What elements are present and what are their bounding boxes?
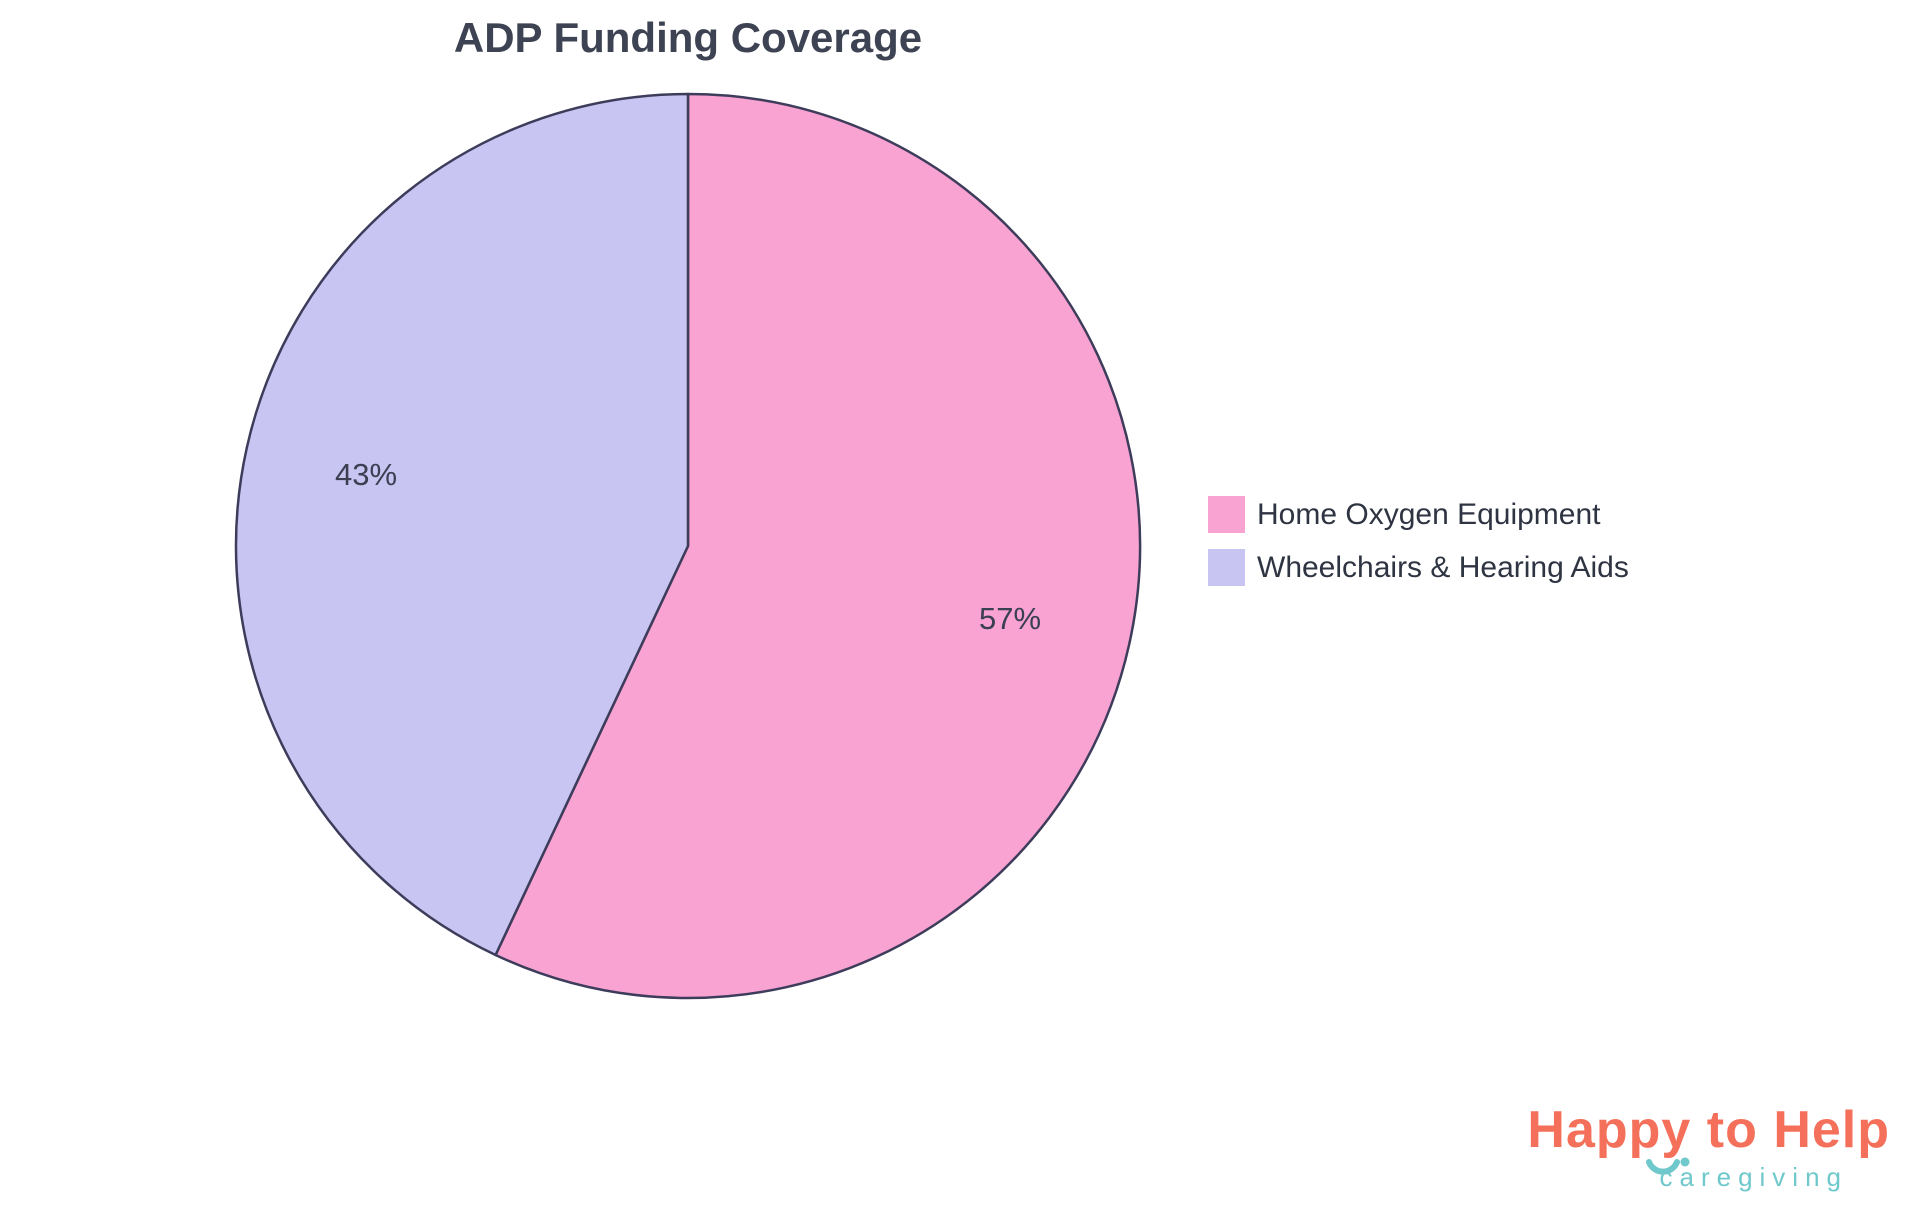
pie-percent-label: 43% [335,457,397,492]
chart-title: ADP Funding Coverage [453,14,923,61]
legend-swatch-icon [1208,549,1245,586]
legend-swatch-icon [1208,496,1245,533]
legend-label: Wheelchairs & Hearing Aids [1257,550,1629,584]
pie-slice-home-oxygen-equipment [494,92,1142,1000]
pie-slice-wheelchairs-hearing-aids [234,92,690,957]
brand-logo-subtitle: caregiving [1659,1162,1848,1192]
brand-logo: Happy to Help caregiving [1527,1104,1890,1193]
legend-label: Home Oxygen Equipment [1257,497,1601,531]
smiley-icon [1646,1157,1690,1175]
brand-logo-title: Happy to Help [1527,1101,1890,1159]
legend-item: Wheelchairs & Hearing Aids [1208,549,1629,586]
legend: Home Oxygen Equipment Wheelchairs & Hear… [1208,496,1629,602]
legend-item: Home Oxygen Equipment [1208,496,1629,533]
pie-percent-label: 57% [979,601,1041,636]
